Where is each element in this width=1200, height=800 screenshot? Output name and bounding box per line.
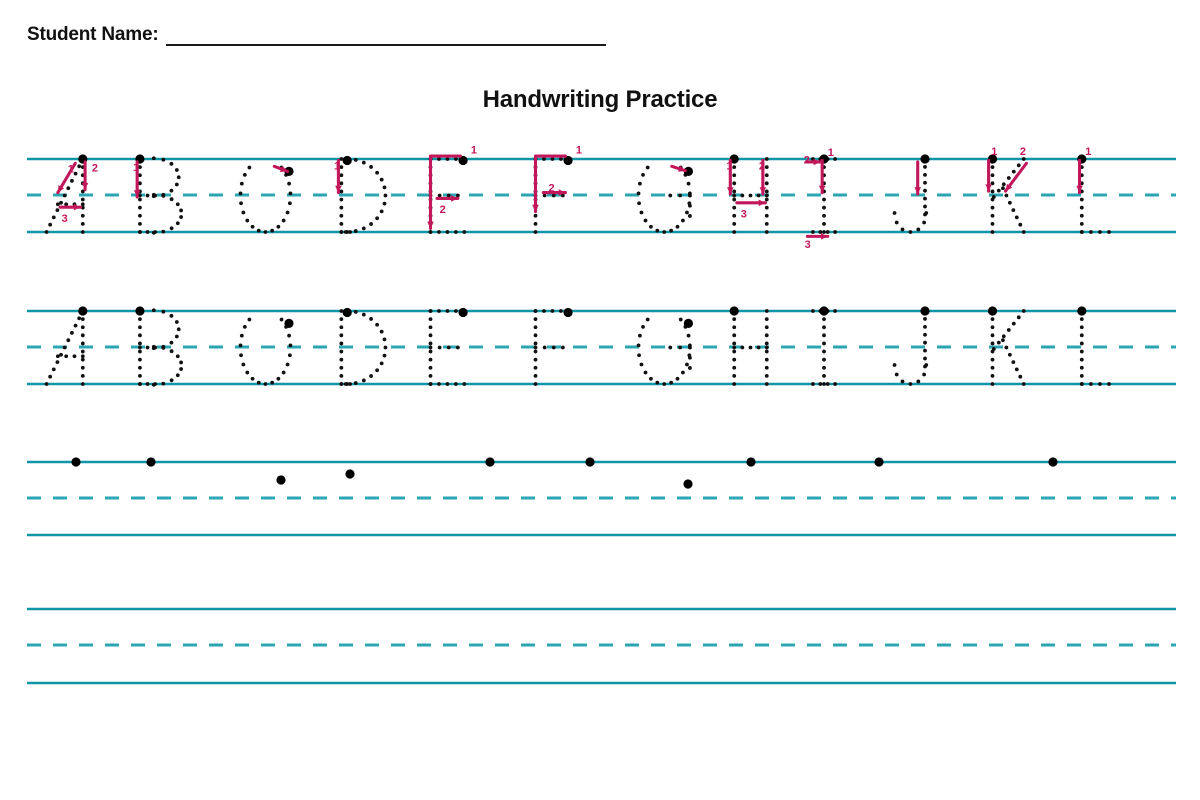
stroke-number: 2	[92, 163, 98, 175]
traceable-letter-J[interactable]	[892, 306, 930, 386]
traceable-letter-C[interactable]	[238, 317, 294, 386]
stroke-guide-F-1: 1	[532, 144, 582, 214]
guide-lines	[27, 157, 1176, 234]
traceable-letter-L[interactable]	[1077, 306, 1111, 386]
stroke-guide-I-1: 1	[818, 147, 834, 195]
traceable-letter-B[interactable]	[135, 306, 183, 387]
practice-row-4-surface	[27, 607, 1176, 685]
stroke-guide-D-1: 1	[334, 158, 342, 195]
stroke-number: 2	[440, 204, 446, 216]
start-dots-group	[71, 457, 1058, 489]
stroke-guide-A-2: 2	[81, 160, 98, 192]
stroke-guide-L-1: 1	[1076, 146, 1091, 195]
traceable-letter-G[interactable]	[636, 317, 694, 386]
stroke-guide-H-1: 1	[726, 158, 734, 196]
stroke-guide-K-1: 1	[985, 146, 997, 193]
practice-row-4[interactable]	[0, 593, 1200, 743]
stroke-number: 1	[334, 160, 340, 172]
stroke-number: 1	[68, 163, 74, 175]
stroke-guide-H-3: 3	[735, 199, 768, 221]
stroke-number: 3	[741, 209, 747, 221]
traceable-letter-K[interactable]	[987, 306, 1026, 386]
stroke-guide-I-3: 3	[805, 233, 830, 251]
practice-row-1-surface: 1 2 3 1 1 1 2 1 2 1 2 3 1 2 3 1 2 1	[27, 144, 1176, 251]
traceable-letter-I[interactable]	[811, 154, 837, 234]
stroke-number: 1	[133, 162, 139, 174]
stroke-guide-K-2: 2	[1003, 146, 1028, 193]
practice-row-2-surface	[27, 306, 1176, 387]
practice-row-3[interactable]	[0, 446, 1200, 596]
traceable-letter-E[interactable]	[428, 155, 468, 234]
traceable-letter-A[interactable]	[44, 306, 88, 386]
stroke-guide-C-1	[272, 164, 290, 173]
guide-lines	[27, 460, 1176, 537]
stroke-guide-G-1	[670, 164, 687, 173]
stroke-number: 1	[576, 144, 582, 156]
guide-lines	[27, 607, 1176, 685]
stroke-guide-A-1: 1	[56, 161, 77, 195]
stroke-guide-F-2: 2	[541, 182, 568, 196]
traceable-letter-D[interactable]	[339, 307, 388, 386]
traceable-letter-G[interactable]	[636, 165, 694, 234]
traceable-letter-F[interactable]	[533, 307, 573, 386]
stroke-guide-E-2: 2	[435, 195, 460, 216]
stroke-number: 1	[726, 160, 732, 172]
student-name-input-blank[interactable]	[166, 24, 607, 46]
traceable-letter-E[interactable]	[428, 307, 468, 386]
traceable-letter-J[interactable]	[892, 154, 930, 234]
worksheet-header: Student Name: Handwriting Practice	[0, 0, 1200, 113]
practice-row-1[interactable]: 1 2 3 1 1 1 2 1 2 1 2 3 1 2 3 1 2 1	[0, 143, 1200, 293]
traceable-letter-A[interactable]	[44, 154, 88, 234]
guide-lines	[27, 309, 1176, 386]
stroke-number: 1	[828, 147, 834, 159]
stroke-number: 2	[549, 182, 555, 194]
stroke-number: 2	[1020, 146, 1026, 158]
traceable-letter-F[interactable]	[533, 155, 573, 234]
traceable-letter-D[interactable]	[339, 155, 388, 234]
traceable-letter-H[interactable]	[729, 306, 769, 386]
stroke-number: 1	[991, 146, 997, 158]
stroke-guide-J-1	[914, 160, 921, 196]
traceable-letter-C[interactable]	[238, 165, 294, 234]
stroke-guide-H-2: 2	[759, 158, 767, 196]
practice-row-3-surface	[27, 457, 1176, 537]
stroke-number: 3	[805, 239, 811, 251]
stroke-number: 1	[471, 144, 477, 156]
stroke-guide-E-1: 1	[427, 144, 477, 230]
stroke-guide-I-2: 2	[804, 155, 822, 167]
stroke-number: 3	[62, 213, 68, 225]
stroke-guide-B-1: 1	[133, 160, 141, 199]
student-name-label: Student Name:	[27, 24, 159, 45]
traceable-letter-H[interactable]	[729, 154, 769, 234]
traceable-letter-K[interactable]	[987, 154, 1026, 234]
stroke-number: 2	[804, 155, 810, 167]
practice-row-2[interactable]	[0, 295, 1200, 445]
traceable-letter-I[interactable]	[811, 306, 837, 386]
stroke-guide-A-3: 3	[58, 203, 83, 225]
stroke-number: 2	[759, 160, 765, 172]
stroke-number: 1	[1085, 146, 1091, 158]
page-title: Handwriting Practice	[482, 86, 718, 113]
student-name-row: Student Name:	[27, 24, 607, 46]
